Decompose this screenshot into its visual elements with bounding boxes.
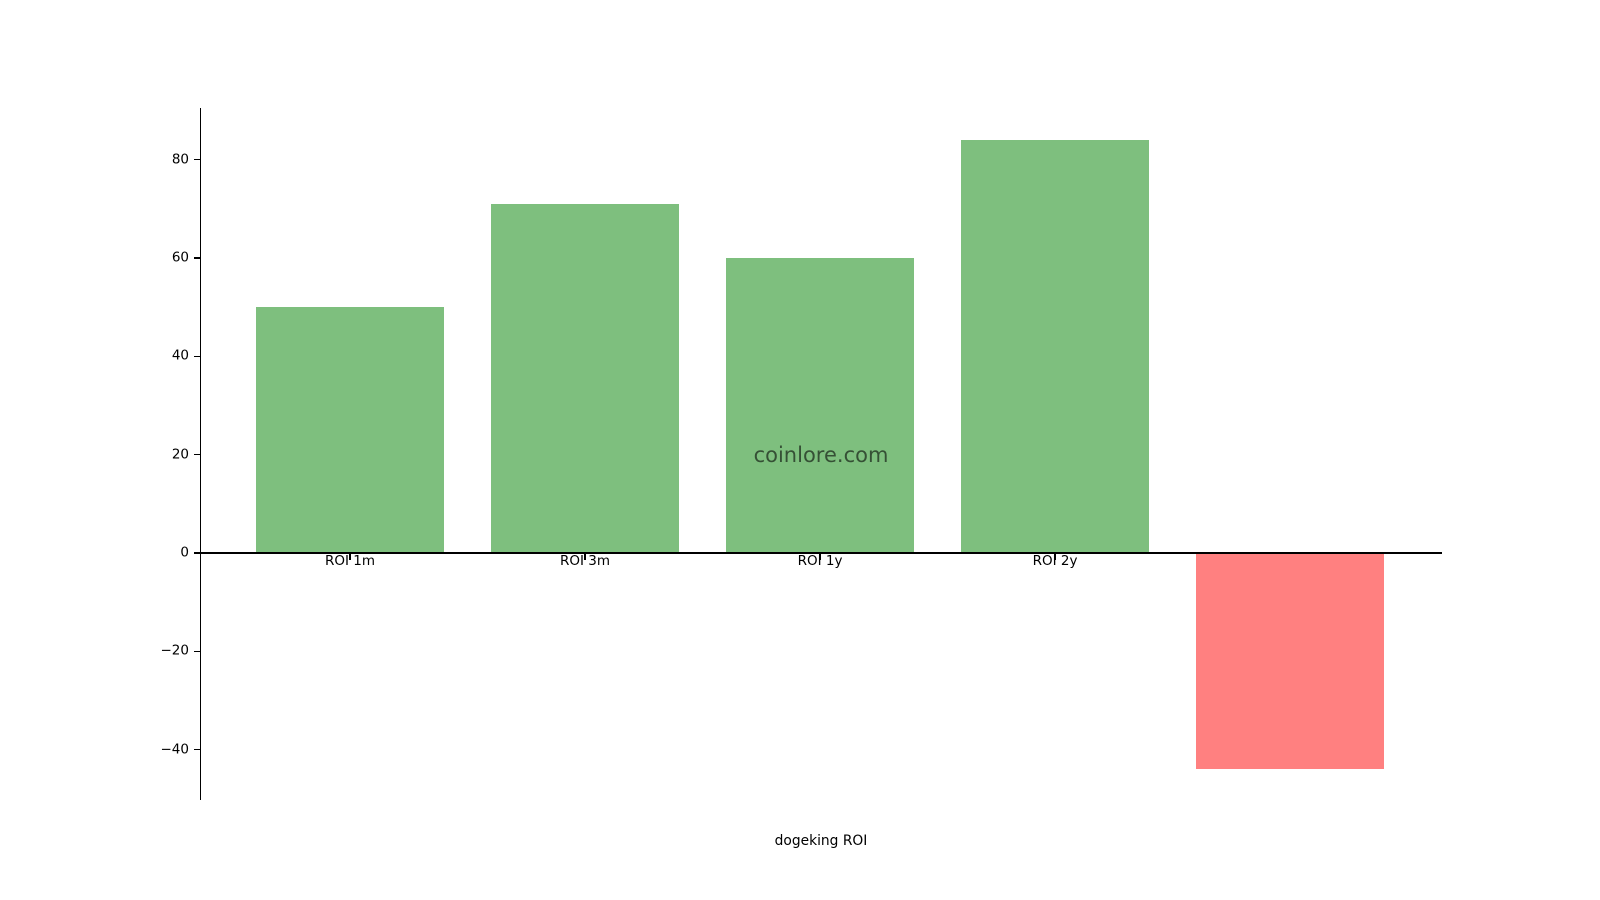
y-tick-mark (193, 355, 200, 358)
y-tick-label: 80 (171, 151, 189, 168)
y-axis-spine (199, 108, 201, 800)
y-tick-mark (193, 257, 200, 259)
x-tick-label-roi-1m: ROI 1m (324, 552, 376, 569)
y-tick-mark (193, 650, 200, 652)
x-axis-title: dogeking ROI (774, 833, 868, 849)
x-tick-label-roi-3m: ROI 3m (559, 552, 611, 569)
bar-roi-1y (726, 258, 914, 554)
y-tick-label: 40 (171, 347, 189, 364)
y-tick-mark (193, 748, 200, 751)
y-tick-label: −40 (160, 740, 190, 757)
y-tick-label: −20 (160, 642, 190, 659)
y-tick-mark (193, 159, 200, 161)
x-tick-mark (1054, 553, 1056, 560)
x-tick-mark (819, 553, 821, 560)
x-tick-mark (584, 553, 586, 560)
y-tick-mark (193, 454, 200, 456)
y-tick-mark (193, 552, 200, 554)
x-tick-label-roi-2y: ROI 2y (1032, 552, 1078, 569)
x-tick-mark (349, 553, 351, 560)
bar-roi-3m (491, 204, 679, 554)
bar-negative-unlabeled (1196, 553, 1384, 770)
bar-roi-1m (256, 307, 444, 554)
y-tick-label: 60 (171, 249, 189, 266)
watermark: coinlore.com (753, 443, 889, 467)
y-tick-label: 0 (180, 544, 189, 561)
x-axis-zero-line (200, 552, 1442, 554)
bar-roi-2y (961, 140, 1149, 554)
x-tick-label-roi-1y: ROI 1y (797, 552, 843, 569)
y-tick-label: 20 (171, 445, 189, 462)
